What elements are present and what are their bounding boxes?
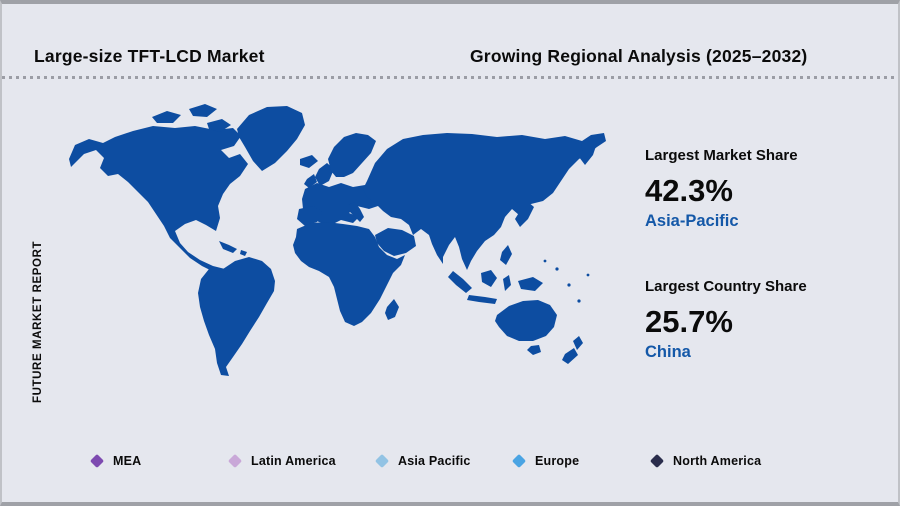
legend-item-mea: MEA	[89, 450, 142, 472]
stat-region: China	[645, 343, 691, 361]
iberia-landmass	[297, 206, 323, 226]
philippines-islands	[500, 245, 512, 265]
page-title: Large-size TFT-LCD Market	[34, 46, 265, 66]
map-legend: MEA Latin America Asia Pacific Europe No…	[2, 450, 898, 474]
legend-label: Europe	[535, 454, 580, 468]
iceland-landmass	[300, 155, 318, 168]
caribbean-islands	[219, 241, 247, 256]
pacific-island-dot	[555, 267, 559, 271]
madagascar-landmass	[385, 299, 399, 320]
brand-vertical-text: FUTURE MARKET REPORT	[32, 240, 44, 403]
new-zealand-islands	[562, 336, 583, 364]
header-divider	[2, 76, 898, 79]
australia-landmass	[495, 300, 557, 341]
legend-item-latin-america: Latin America	[227, 450, 336, 472]
world-landmasses	[69, 104, 606, 376]
legend-diamond-icon	[511, 453, 527, 469]
stats-panel: Largest Market Share 42.3% Asia-Pacific …	[645, 147, 890, 362]
japan-islands	[515, 201, 534, 227]
legend-label: MEA	[113, 454, 142, 468]
tasmania-landmass	[527, 345, 541, 355]
stat-label: Largest Market Share	[645, 147, 798, 164]
legend-label: North America	[673, 454, 762, 468]
asia-landmass	[363, 133, 606, 270]
scandinavia-landmass	[328, 133, 376, 177]
stat-value: 42.3%	[645, 173, 733, 208]
stat-value: 25.7%	[645, 304, 733, 339]
legend-item-north-america: North America	[649, 450, 762, 472]
legend-label: Latin America	[251, 454, 336, 468]
stat-largest-market-share: Largest Market Share 42.3% Asia-Pacific	[645, 147, 890, 231]
legend-label: Asia Pacific	[398, 454, 471, 468]
pacific-island-dot	[577, 299, 581, 303]
pacific-island-dot	[543, 259, 547, 263]
stat-largest-country-share: Largest Country Share 25.7% China	[645, 278, 890, 362]
page-subtitle: Growing Regional Analysis (2025–2032)	[470, 46, 808, 66]
legend-item-asia-pacific: Asia Pacific	[374, 450, 471, 472]
legend-item-europe: Europe	[511, 450, 580, 472]
africa-landmass	[293, 222, 405, 326]
world-map	[69, 104, 606, 376]
stat-region: Asia-Pacific	[645, 212, 739, 230]
legend-diamond-icon	[227, 453, 243, 469]
legend-diamond-icon	[374, 453, 390, 469]
pacific-island-dot	[586, 273, 590, 277]
legend-diamond-icon	[89, 453, 105, 469]
indonesia-islands	[448, 270, 543, 304]
british-isles	[304, 163, 334, 188]
south-america-landmass	[198, 257, 275, 376]
kamchatka-landmass	[579, 137, 597, 165]
greenland-landmass	[237, 106, 305, 171]
north-america-landmass	[69, 126, 248, 276]
legend-diamond-icon	[649, 453, 665, 469]
stat-label: Largest Country Share	[645, 278, 807, 295]
arctic-islands	[152, 104, 231, 132]
pacific-island-dot	[567, 283, 571, 287]
italy-landmass	[348, 202, 364, 222]
arabia-landmass	[375, 228, 416, 256]
